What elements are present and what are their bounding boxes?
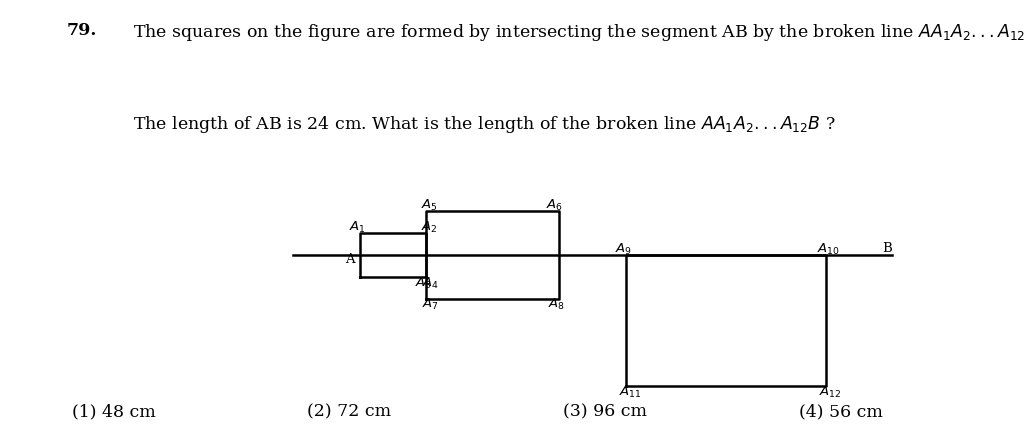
Text: (4) 56 cm: (4) 56 cm (799, 404, 883, 420)
Text: The squares on the figure are formed by intersecting the segment AB by the broke: The squares on the figure are formed by … (133, 22, 1024, 43)
Text: A: A (345, 253, 355, 266)
Text: $A_{12}$: $A_{12}$ (819, 385, 842, 399)
Text: (2) 72 cm: (2) 72 cm (307, 404, 391, 420)
Text: 79.: 79. (67, 22, 97, 39)
Text: (1) 48 cm: (1) 48 cm (72, 404, 156, 420)
Text: $A_6$: $A_6$ (546, 198, 563, 213)
Text: B: B (883, 242, 892, 255)
Text: $A_{11}$: $A_{11}$ (620, 385, 642, 399)
Text: $A_5$: $A_5$ (421, 198, 437, 213)
Text: $A_{10}$: $A_{10}$ (817, 242, 840, 256)
Text: $A_1$: $A_1$ (348, 220, 366, 235)
Text: $A_9$: $A_9$ (614, 242, 632, 256)
Text: $A_4$: $A_4$ (422, 276, 439, 290)
Text: The length of AB is 24 cm. What is the length of the broken line $AA_1A_2...A_{1: The length of AB is 24 cm. What is the l… (133, 113, 836, 135)
Text: $A_7$: $A_7$ (423, 297, 439, 312)
Text: $A_8$: $A_8$ (548, 297, 565, 312)
Text: (3) 96 cm: (3) 96 cm (563, 404, 647, 420)
Text: $A_2$: $A_2$ (421, 220, 437, 235)
Text: $A_3$: $A_3$ (415, 276, 432, 290)
